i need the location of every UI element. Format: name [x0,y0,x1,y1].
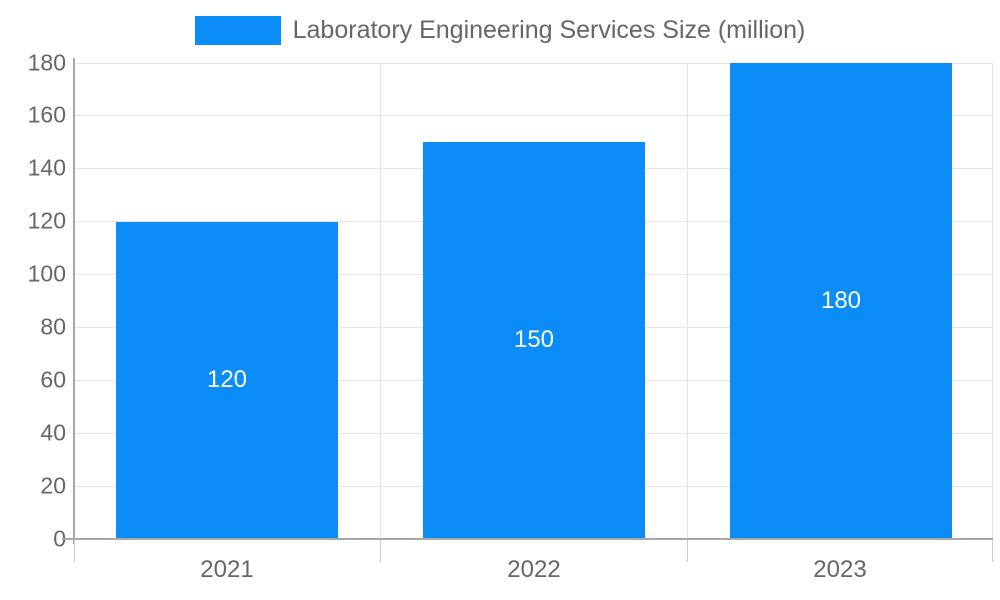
bar-2023[interactable] [730,63,952,539]
gridline-v-3 [992,63,993,539]
y-tick-label-120: 120 [27,207,66,234]
y-tick-label-60: 60 [40,366,66,393]
bar-value-label-2022: 150 [513,326,555,353]
gridline-h-180 [74,63,993,64]
bar-value-label-2023: 180 [820,287,862,314]
x-axis-tick-end [992,540,993,562]
gridline-v-2 [687,63,688,539]
y-tick-label-80: 80 [40,313,66,340]
x-tick-label-2023: 2023 [813,556,867,583]
y-tick-label-180: 180 [27,49,66,76]
x-tick-label-2022: 2022 [507,556,561,583]
x-axis-tick-1 [380,540,381,562]
legend-item-laboratory-engineering-services-size[interactable]: Laboratory Engineering Services Size (mi… [194,15,806,45]
bar-2021[interactable] [116,222,338,539]
y-tick-label-40: 40 [40,419,66,446]
y-axis-line [73,58,75,544]
y-tick-label-140: 140 [27,154,66,181]
y-axis-tick-labels: 0 20 40 60 80 100 120 140 160 180 [0,0,66,600]
y-tick-label-0: 0 [53,525,66,552]
gridline-v-1 [380,63,381,539]
plot-area: 120 150 180 [74,63,993,540]
y-tick-label-160: 160 [27,101,66,128]
x-tick-label-2021: 2021 [200,556,254,583]
y-tick-label-100: 100 [27,260,66,287]
y-tick-label-20: 20 [40,472,66,499]
bar-value-label-2021: 120 [206,366,248,393]
x-axis-line [62,538,993,540]
x-axis-tick-2 [687,540,688,562]
gridline-h-160 [74,115,993,116]
legend-color-swatch-icon [194,15,281,45]
bar-2022[interactable] [423,142,645,539]
chart-legend: Laboratory Engineering Services Size (mi… [0,10,1000,50]
legend-label: Laboratory Engineering Services Size (mi… [292,15,806,44]
x-axis-tick-start [74,540,75,562]
